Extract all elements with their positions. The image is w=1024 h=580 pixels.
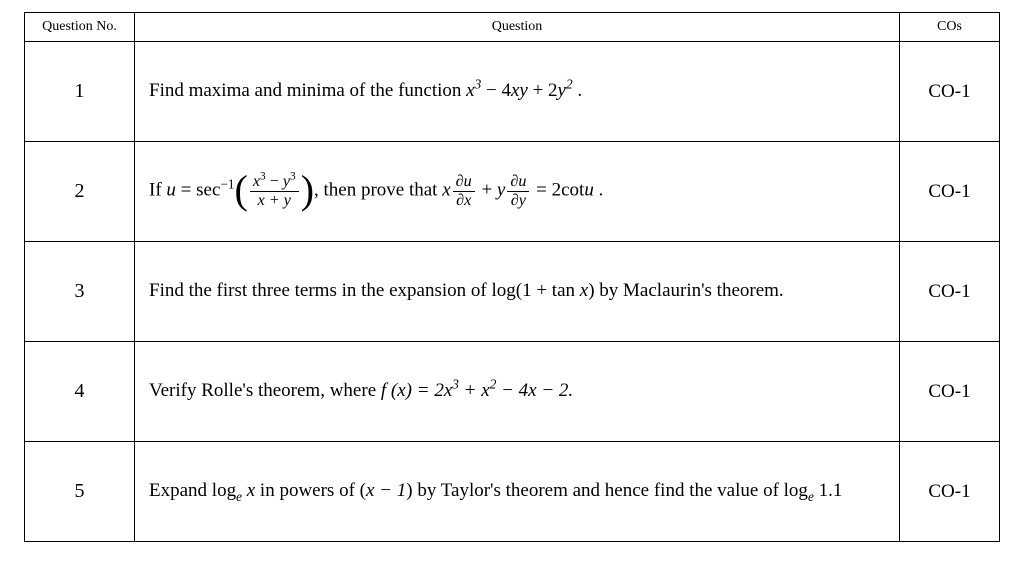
q2-eq2: = 2cot <box>531 180 584 201</box>
q2-frac-dudx: ∂u∂x <box>453 173 475 210</box>
q4-tail: − 4x − 2. <box>496 380 573 401</box>
q2-num-b-sup: 3 <box>290 171 296 183</box>
cell-question: Expand loge x in powers of (x − 1) by Ta… <box>135 442 900 542</box>
q5-a: Expand <box>149 480 212 501</box>
cell-qno: 4 <box>25 342 135 442</box>
question-table: Question No. Question COs 1 Find maxima … <box>24 12 1000 542</box>
q4-mid1: + x <box>459 380 490 401</box>
q2-num-minus: − <box>266 173 283 190</box>
cell-question: Verify Rolle's theorem, where f (x) = 2x… <box>135 342 900 442</box>
q1-sup2: 2 <box>566 77 573 92</box>
q2-num-a: x <box>253 173 260 190</box>
q4-f: f (x) = 2x <box>381 380 452 401</box>
cell-question: Find maxima and minima of the function x… <box>135 42 900 142</box>
cell-question: Find the first three terms in the expans… <box>135 242 900 342</box>
q2-du2: ∂u <box>507 173 529 191</box>
cell-question: If u = sec−1(x3 − y3x + y), then prove t… <box>135 142 900 242</box>
q2-x: x <box>442 180 450 201</box>
q2-dx: ∂x <box>453 191 475 210</box>
header-cos: COs <box>900 13 1000 42</box>
q2-dot: . <box>594 180 604 201</box>
q5-c: ) by Taylor's theorem and hence find the… <box>406 480 783 501</box>
q4-sup3: 3 <box>452 377 459 392</box>
cell-cos: CO-1 <box>900 342 1000 442</box>
q2-frac-dudy: ∂u∂y <box>507 173 529 210</box>
table-row: 5 Expand loge x in powers of (x − 1) by … <box>25 442 1000 542</box>
table-row: 4 Verify Rolle's theorem, where f (x) = … <box>25 342 1000 442</box>
header-question: Question <box>135 13 900 42</box>
cell-cos: CO-1 <box>900 442 1000 542</box>
q2-secpow: −1 <box>220 177 234 192</box>
q2-u2: u <box>584 180 594 201</box>
cell-cos: CO-1 <box>900 242 1000 342</box>
q3-x: x <box>580 280 588 301</box>
q2-plus: + <box>477 180 497 201</box>
q2-num-b: y <box>283 173 290 190</box>
q3-by: by Maclaurin's theorem. <box>595 280 784 301</box>
q4-a: Verify Rolle's theorem, where <box>149 380 381 401</box>
cell-cos: CO-1 <box>900 142 1000 242</box>
q1-suffix: . <box>573 80 583 101</box>
table-row: 1 Find maxima and minima of the function… <box>25 42 1000 142</box>
q5-x: x <box>242 480 255 501</box>
table-row: 3 Find the first three terms in the expa… <box>25 242 1000 342</box>
q5-xm1: x − 1 <box>366 480 406 501</box>
q2-dy: ∂y <box>507 191 529 210</box>
q5-b: in powers of ( <box>255 480 366 501</box>
cell-qno: 1 <box>25 42 135 142</box>
cell-qno: 2 <box>25 142 135 242</box>
q5-val: 1.1 <box>814 480 843 501</box>
q2-du1: ∂u <box>453 173 475 191</box>
cell-qno: 5 <box>25 442 135 542</box>
q1-mid: − 4 <box>481 80 511 101</box>
q2-y: y <box>497 180 505 201</box>
table-row: 2 If u = sec−1(x3 − y3x + y), then prove… <box>25 142 1000 242</box>
q3-a: Find the first three terms in the expans… <box>149 280 491 301</box>
q2-if: If <box>149 180 166 201</box>
q2-frac1: x3 − y3x + y <box>250 173 299 210</box>
q2-eq: = sec <box>176 180 220 201</box>
table-header-row: Question No. Question COs <box>25 13 1000 42</box>
header-qno: Question No. <box>25 13 135 42</box>
cell-qno: 3 <box>25 242 135 342</box>
q2-then: , then prove that <box>314 180 442 201</box>
q1-text-a: Find maxima and minima of the function <box>149 80 466 101</box>
q3-log: log(1 + tan <box>491 280 579 301</box>
q1-math: x3 − 4xy + 2y2 <box>466 80 573 101</box>
q2-den: x + y <box>250 191 299 210</box>
q5-loge2: log <box>784 480 808 501</box>
cell-cos: CO-1 <box>900 42 1000 142</box>
q5-loge: log <box>212 480 236 501</box>
